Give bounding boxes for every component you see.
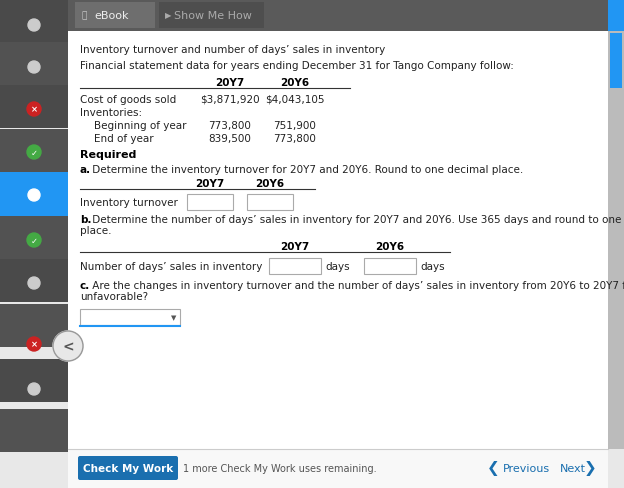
Text: eBook: eBook (94, 11, 129, 21)
Text: 20Y7: 20Y7 (280, 242, 310, 251)
Bar (0, 130, 68, 173)
Bar (610, 34, 622, 89)
Bar (68, 449, 608, 488)
Text: Determine the inventory turnover for 20Y7 and 20Y6. Round to one decimal place.: Determine the inventory turnover for 20Y… (89, 164, 524, 175)
Text: days: days (420, 262, 445, 271)
Bar (0, 359, 68, 402)
Text: a.: a. (80, 164, 91, 175)
Text: ×: × (31, 340, 37, 349)
Circle shape (28, 62, 40, 74)
Text: unfavorable?: unfavorable? (80, 291, 148, 302)
Bar (608, 0, 624, 32)
Bar (159, 3, 264, 29)
Text: 839,500: 839,500 (208, 134, 251, 143)
Text: 20Y7: 20Y7 (215, 78, 245, 88)
Bar (0, 0, 68, 43)
Circle shape (27, 103, 41, 117)
Text: Determine the number of days’ sales in inventory for 20Y7 and 20Y6. Use 365 days: Determine the number of days’ sales in i… (89, 215, 624, 224)
Bar (0, 217, 68, 260)
Bar (0, 173, 68, 217)
Text: ▼: ▼ (172, 314, 177, 320)
Bar (187, 195, 233, 210)
Bar (68, 0, 624, 32)
Bar (0, 305, 68, 347)
Text: $4,043,105: $4,043,105 (265, 95, 324, 105)
Text: 773,800: 773,800 (273, 134, 316, 143)
Circle shape (28, 383, 40, 395)
Bar (608, 32, 624, 449)
Circle shape (53, 331, 83, 361)
Text: ×: × (31, 105, 37, 114)
Text: ✓: ✓ (31, 236, 37, 245)
Text: Inventories:: Inventories: (80, 108, 142, 118)
Text: Check My Work: Check My Work (83, 463, 173, 473)
Text: 20Y6: 20Y6 (280, 78, 310, 88)
Text: 📄: 📄 (82, 12, 87, 20)
Text: 20Y6: 20Y6 (255, 179, 285, 189)
Text: Inventory turnover and number of days’ sales in inventory: Inventory turnover and number of days’ s… (80, 45, 385, 55)
Bar (0, 409, 68, 452)
Bar (68, 32, 608, 449)
Text: c.: c. (80, 281, 90, 290)
FancyBboxPatch shape (78, 456, 178, 480)
Text: 20Y7: 20Y7 (195, 179, 225, 189)
Text: Are the changes in inventory turnover and the number of days’ sales in inventory: Are the changes in inventory turnover an… (89, 281, 624, 290)
Bar (0, 260, 68, 303)
Text: Beginning of year: Beginning of year (94, 121, 187, 131)
Text: 773,800: 773,800 (208, 121, 251, 131)
Bar (0, 86, 68, 129)
Bar (364, 259, 416, 274)
Bar (80, 458, 176, 478)
Bar (269, 259, 321, 274)
Text: ❮: ❮ (487, 461, 500, 475)
Text: 751,900: 751,900 (273, 121, 316, 131)
Text: ❯: ❯ (584, 461, 597, 475)
Bar (80, 309, 180, 325)
Text: Financial statement data for years ending December 31 for Tango Company follow:: Financial statement data for years endin… (80, 61, 514, 71)
Bar (0, 43, 68, 86)
Circle shape (28, 20, 40, 32)
Circle shape (28, 190, 40, 202)
Circle shape (27, 337, 41, 351)
Text: Cost of goods sold: Cost of goods sold (80, 95, 176, 105)
Text: ✓: ✓ (31, 148, 37, 157)
Text: Inventory turnover: Inventory turnover (80, 198, 178, 207)
Text: 1 more Check My Work uses remaining.: 1 more Check My Work uses remaining. (183, 463, 377, 473)
Text: Show Me How: Show Me How (174, 11, 252, 21)
Circle shape (27, 234, 41, 247)
Circle shape (28, 278, 40, 289)
Text: ▶: ▶ (165, 12, 172, 20)
Bar (0, 173, 68, 216)
Circle shape (27, 146, 41, 160)
Text: b.: b. (80, 215, 92, 224)
Text: 20Y6: 20Y6 (376, 242, 404, 251)
Text: days: days (325, 262, 349, 271)
Bar (247, 195, 293, 210)
Text: <: < (62, 339, 74, 353)
Text: Next: Next (560, 463, 586, 473)
Text: Required: Required (80, 150, 137, 160)
Text: Previous: Previous (503, 463, 550, 473)
Text: place.: place. (80, 225, 112, 236)
Text: Number of days’ sales in inventory: Number of days’ sales in inventory (80, 262, 262, 271)
Text: $3,871,920: $3,871,920 (200, 95, 260, 105)
Text: End of year: End of year (94, 134, 154, 143)
Bar (75, 3, 155, 29)
